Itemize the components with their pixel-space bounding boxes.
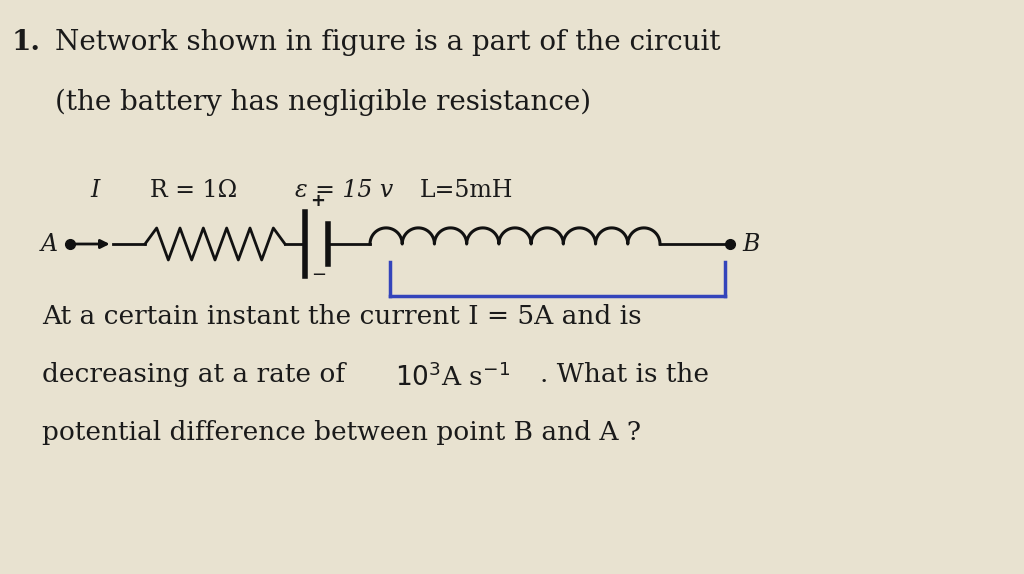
Text: −: − <box>311 266 326 284</box>
Text: 1.: 1. <box>12 29 41 56</box>
Text: potential difference between point B and A ?: potential difference between point B and… <box>42 420 641 445</box>
Text: ε = 15 v: ε = 15 v <box>295 179 393 202</box>
Text: Network shown in figure is a part of the circuit: Network shown in figure is a part of the… <box>55 29 721 56</box>
Text: I: I <box>90 179 99 202</box>
Text: L=5mH: L=5mH <box>420 179 513 202</box>
Text: decreasing at a rate of: decreasing at a rate of <box>42 362 353 387</box>
Text: B: B <box>742 232 760 255</box>
Text: . What is the: . What is the <box>540 362 709 387</box>
Text: At a certain instant the current I = 5A and is: At a certain instant the current I = 5A … <box>42 304 642 329</box>
Text: (the battery has negligible resistance): (the battery has negligible resistance) <box>55 89 591 117</box>
Text: +: + <box>310 192 325 210</box>
Text: A: A <box>41 232 58 255</box>
Text: $10^3$A s$^{-1}$: $10^3$A s$^{-1}$ <box>395 362 510 390</box>
Text: R = 1Ω: R = 1Ω <box>150 179 238 202</box>
